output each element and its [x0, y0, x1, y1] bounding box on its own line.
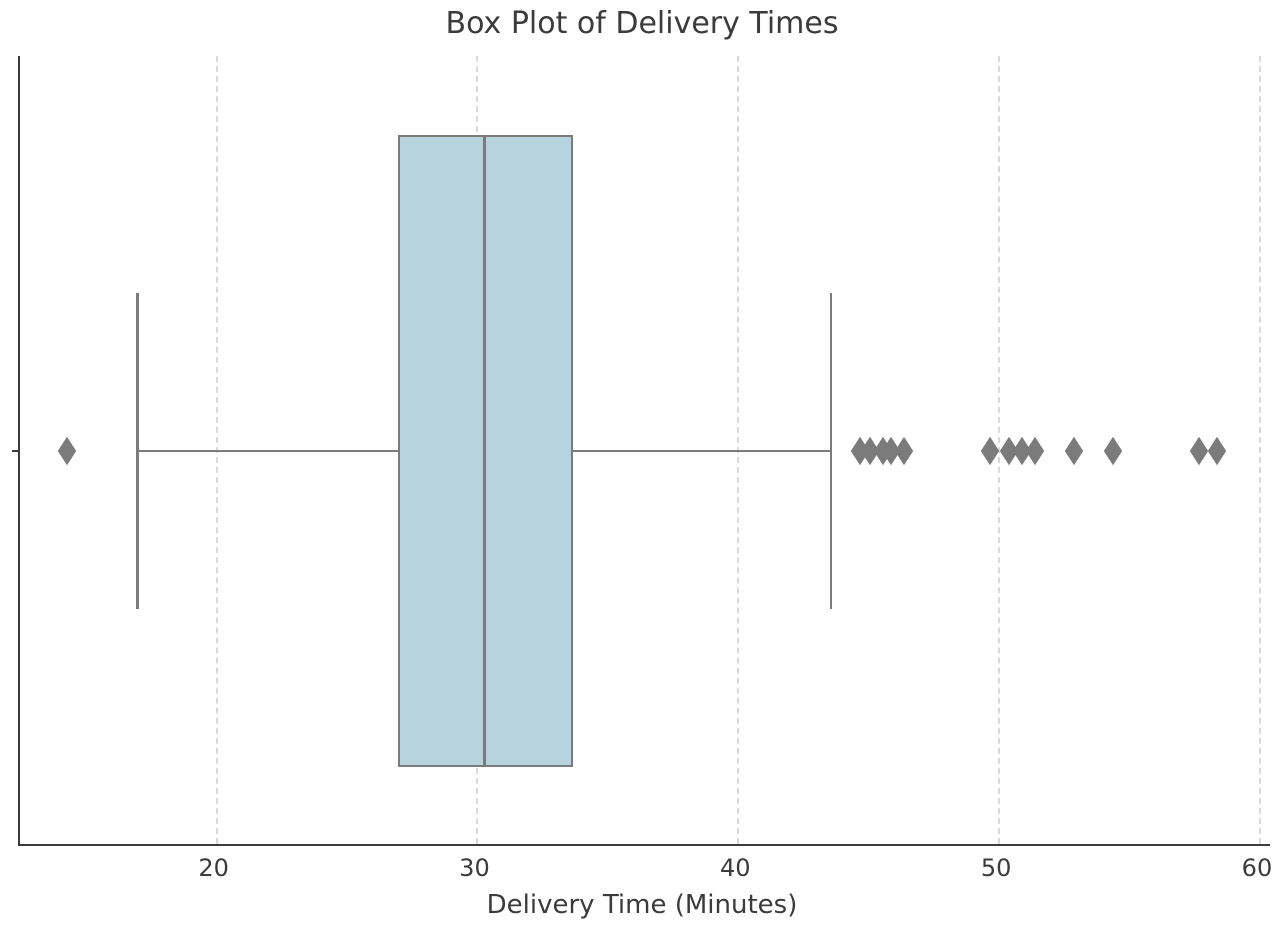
- median-line: [483, 135, 486, 767]
- whisker-high: [573, 450, 831, 452]
- x-tick-label: 50: [981, 854, 1012, 882]
- outlier-point: [1190, 437, 1208, 465]
- x-axis-label: Delivery Time (Minutes): [0, 890, 1284, 920]
- x-tick-label: 40: [720, 854, 751, 882]
- cap-low: [136, 293, 138, 609]
- outlier-point: [1025, 437, 1043, 465]
- plot-area: [18, 56, 1270, 846]
- outlier-point: [58, 437, 76, 465]
- gridline: [1259, 56, 1261, 844]
- outlier-point: [1065, 437, 1083, 465]
- chart-container: Box Plot of Delivery Times Delivery Time…: [0, 0, 1284, 943]
- x-tick-label: 30: [459, 854, 490, 882]
- whisker-low: [137, 450, 398, 452]
- outlier-point: [1104, 437, 1122, 465]
- box: [398, 135, 573, 767]
- outlier-point: [895, 437, 913, 465]
- y-tick-mark: [12, 450, 20, 452]
- x-tick-label: 20: [198, 854, 229, 882]
- cap-high: [830, 293, 832, 609]
- x-tick-label: 60: [1242, 854, 1273, 882]
- chart-title: Box Plot of Delivery Times: [0, 6, 1284, 41]
- outlier-point: [1208, 437, 1226, 465]
- outlier-point: [981, 437, 999, 465]
